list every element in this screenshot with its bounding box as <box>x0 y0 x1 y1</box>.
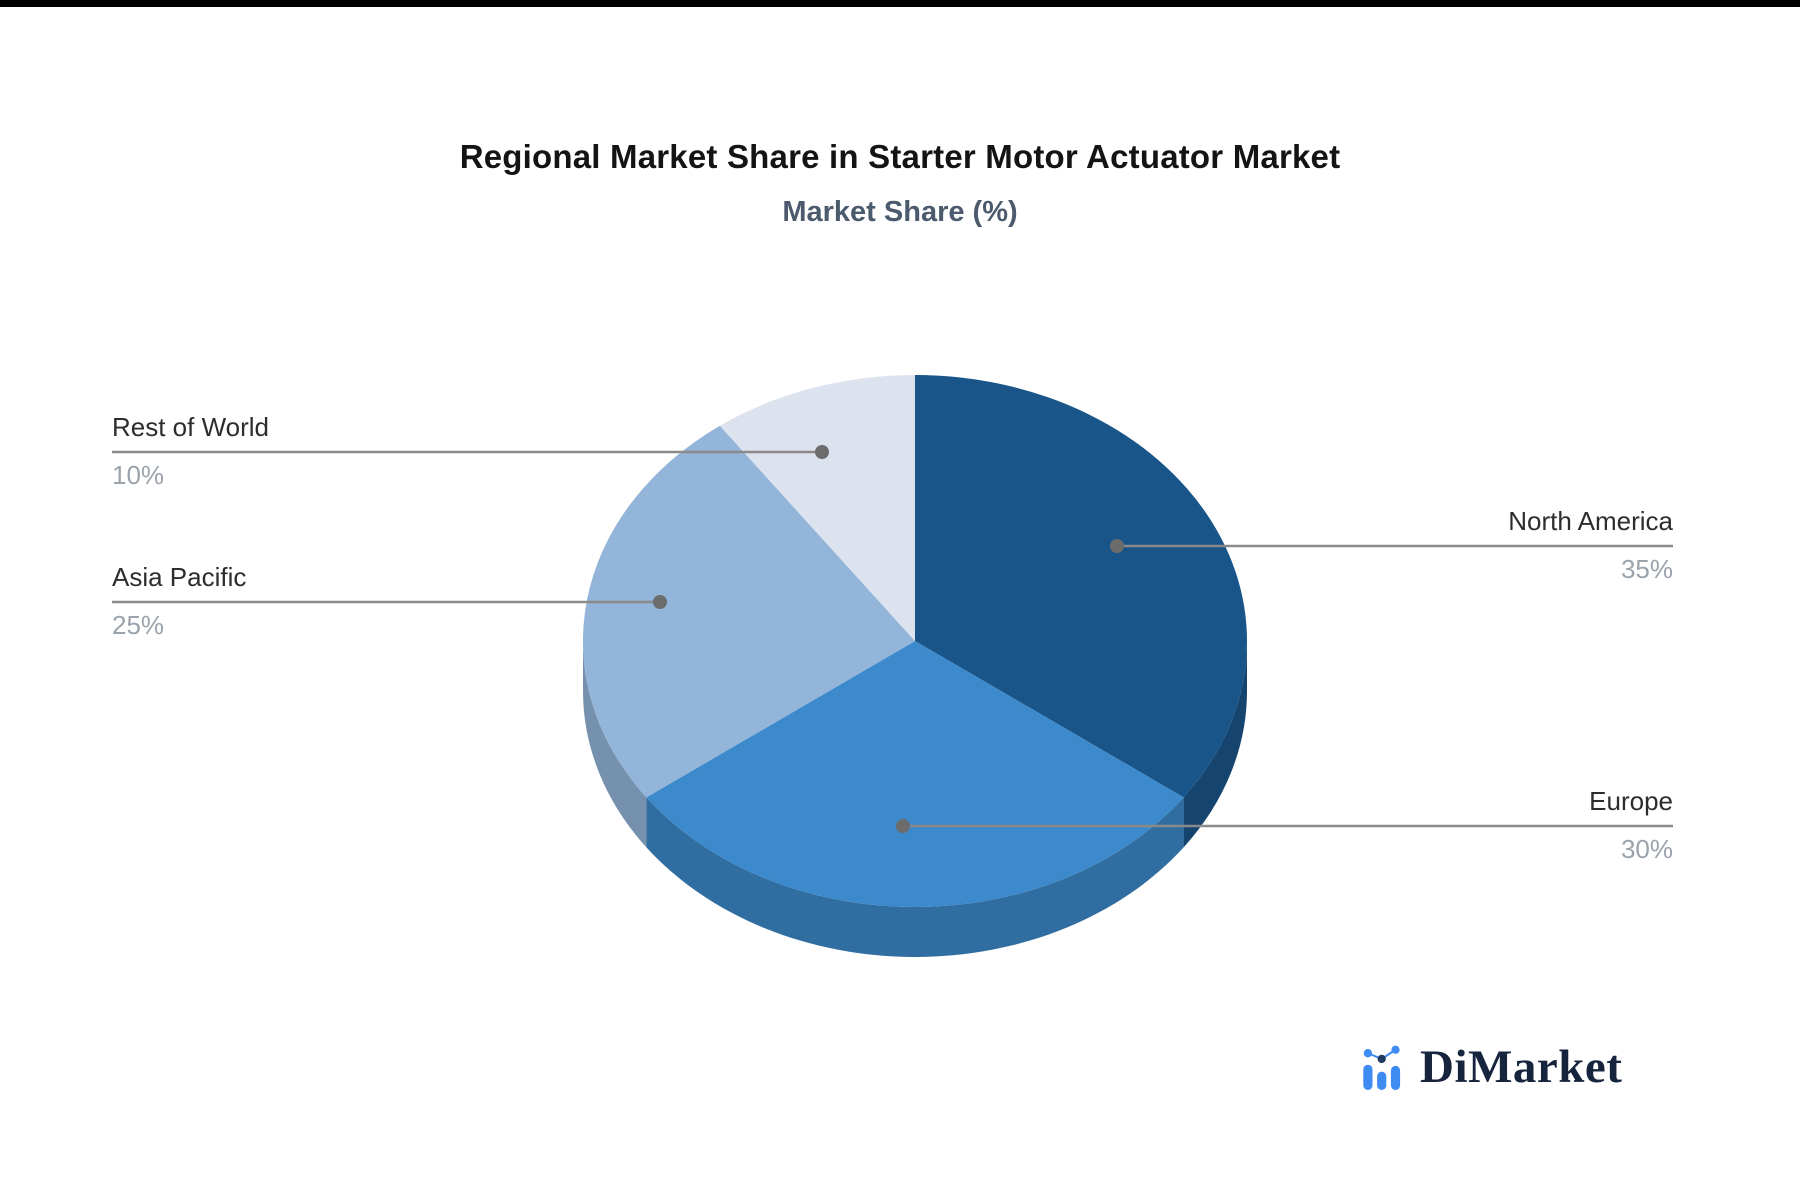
pie-slice-north-america[interactable] <box>915 375 1247 798</box>
slice-label-europe: Europe <box>1589 786 1673 816</box>
slice-percent-asia-pacific: 25% <box>112 610 165 640</box>
pie-slices <box>583 375 1247 907</box>
slice-label-asia-pacific: Asia Pacific <box>112 562 247 592</box>
callout-europe: Europe <box>1589 786 1673 816</box>
slice-label-rest-of-world: Rest of World <box>112 412 270 442</box>
chart-subtitle: Market Share (%) <box>782 196 1018 228</box>
callout-leader-lines <box>112 450 1673 828</box>
pie-slice-side-north-america <box>1183 641 1247 848</box>
bar-chart-logo-icon <box>1363 1045 1401 1090</box>
pie-slice-side-europe <box>646 797 1184 957</box>
slice-percent-north-america: 35% <box>1620 554 1673 584</box>
pie-3d-sides <box>583 641 1247 957</box>
slice-label-north-america: North America <box>1508 506 1673 536</box>
pie-slice-europe[interactable] <box>646 641 1184 907</box>
top-border-strip <box>0 0 1800 7</box>
leader-dot-europe <box>896 819 910 833</box>
logo-text: DiMarket <box>1420 1041 1623 1093</box>
chart-title: Regional Market Share in Starter Motor A… <box>459 138 1341 175</box>
pie-slice-side-asia-pacific <box>583 641 647 848</box>
leader-dot-north-america <box>1110 539 1124 553</box>
slice-percent-europe: 30% <box>1620 834 1673 864</box>
callout-anchor-dots <box>653 445 1124 833</box>
pie-slice-asia-pacific[interactable] <box>583 425 915 798</box>
callout-rest-of-world: Rest of World <box>112 412 269 442</box>
leader-dot-rest-of-world <box>815 445 829 459</box>
callout-north-america: North America <box>1508 506 1673 536</box>
pie-slice-rest-of-world[interactable] <box>719 375 915 641</box>
slice-percent-rest-of-world: 10% <box>112 460 165 490</box>
leader-dot-asia-pacific <box>653 595 667 609</box>
callout-asia-pacific: Asia Pacific <box>112 562 246 592</box>
dimarket-logo: DiMarket <box>1360 1040 1622 1094</box>
